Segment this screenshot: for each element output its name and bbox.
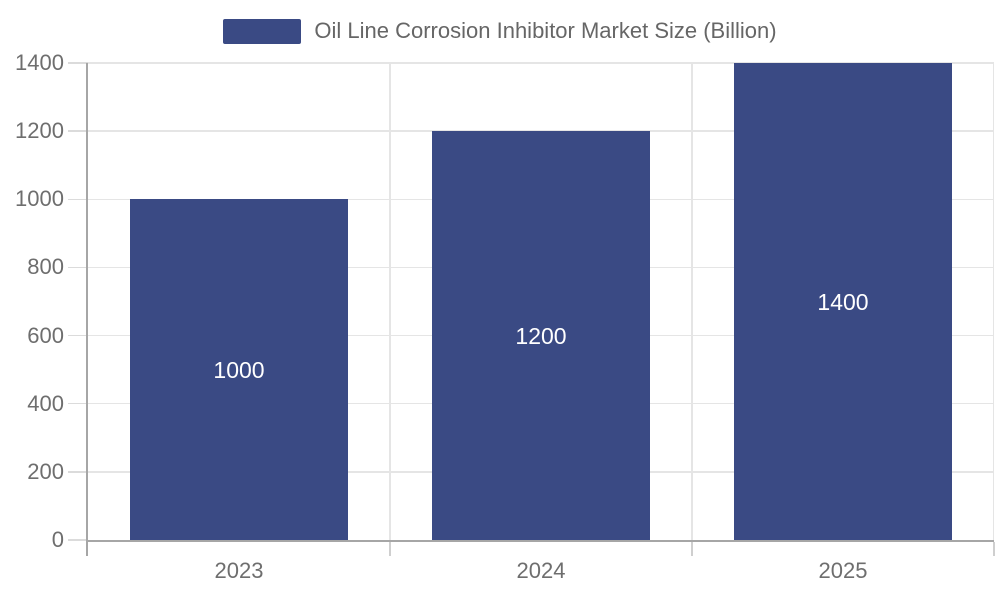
bar-value-label: 1200 [515, 322, 567, 349]
x-axis-tick [691, 542, 693, 556]
y-axis-tick [68, 334, 88, 337]
y-axis-label: 200 [27, 458, 64, 484]
chart-legend: Oil Line Corrosion Inhibitor Market Size… [0, 16, 1000, 46]
gridline-x [389, 63, 391, 540]
y-axis-tick [68, 471, 88, 473]
y-axis-line [86, 63, 88, 556]
x-axis-tick [993, 542, 995, 556]
y-axis-tick [68, 402, 88, 405]
y-axis-label: 400 [27, 390, 64, 416]
y-axis-label: 1400 [15, 50, 64, 75]
bar-value-label: 1400 [817, 288, 869, 315]
legend-label[interactable]: Oil Line Corrosion Inhibitor Market Size… [314, 18, 777, 43]
y-axis-tick [68, 539, 88, 541]
gridline-x [691, 63, 693, 540]
bar-2023[interactable] [130, 199, 348, 540]
bar-value-label: 1000 [213, 356, 265, 383]
x-axis-label: 2023 [214, 558, 264, 583]
y-axis-tick [68, 130, 88, 132]
legend-swatch[interactable] [223, 18, 302, 44]
bar-2024[interactable] [432, 131, 650, 540]
y-axis-tick [68, 266, 88, 269]
x-axis-label: 2025 [818, 558, 868, 583]
x-axis-line [86, 540, 994, 542]
y-axis-tick [68, 62, 88, 64]
y-axis-label: 1000 [15, 186, 64, 212]
gridline-y [88, 62, 994, 64]
y-axis-label: 0 [51, 527, 64, 552]
bar-2025[interactable] [734, 63, 952, 540]
y-axis-label: 1200 [15, 118, 64, 144]
x-axis-label: 2024 [516, 558, 566, 583]
plot-right-border [992, 63, 994, 540]
y-axis-label: 800 [27, 254, 64, 280]
y-axis-label: 600 [27, 322, 64, 348]
y-axis-tick [68, 198, 88, 201]
x-axis-tick [389, 542, 391, 556]
